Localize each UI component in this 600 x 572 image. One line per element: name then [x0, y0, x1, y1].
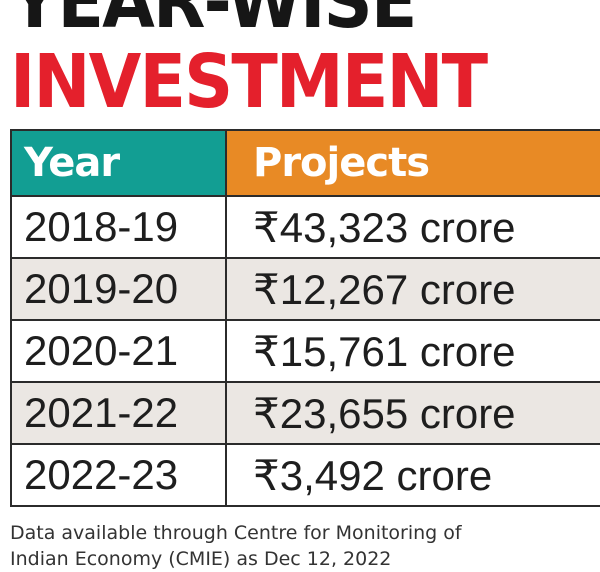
cell-projects: ₹23,655 crore: [225, 381, 600, 445]
investment-table: Year Projects 2018-19 ₹43,323 crore 2019…: [10, 129, 600, 507]
cell-year: 2018-19: [10, 195, 227, 259]
cell-projects: ₹3,492 crore: [225, 443, 600, 507]
column-header-year: Year: [10, 129, 227, 197]
chart-title-line-1: YEAR-WISE: [10, 0, 417, 45]
table-row: 2019-20 ₹12,267 crore: [10, 257, 600, 321]
cell-projects: ₹15,761 crore: [225, 319, 600, 383]
investment-table-container: Year Projects 2018-19 ₹43,323 crore 2019…: [10, 129, 600, 513]
source-footnote: Data available through Centre for Monito…: [10, 520, 600, 572]
table-row: 2021-22 ₹23,655 crore: [10, 381, 600, 445]
column-header-projects: Projects: [225, 129, 600, 197]
cell-year: 2022-23: [10, 443, 227, 507]
cell-year: 2020-21: [10, 319, 227, 383]
footnote-line-1: Data available through Centre for Monito…: [10, 522, 462, 544]
table-header-row: Year Projects: [10, 129, 600, 197]
cell-year: 2019-20: [10, 257, 227, 321]
cell-projects: ₹43,323 crore: [225, 195, 600, 259]
table-row: 2020-21 ₹15,761 crore: [10, 319, 600, 383]
table-row: 2022-23 ₹3,492 crore: [10, 443, 600, 507]
footnote-line-2: Indian Economy (CMIE) as Dec 12, 2022: [10, 548, 392, 570]
cell-projects: ₹12,267 crore: [225, 257, 600, 321]
cell-year: 2021-22: [10, 381, 227, 445]
table-row: 2018-19 ₹43,323 crore: [10, 195, 600, 259]
chart-title-line-2: INVESTMENT: [10, 39, 488, 125]
